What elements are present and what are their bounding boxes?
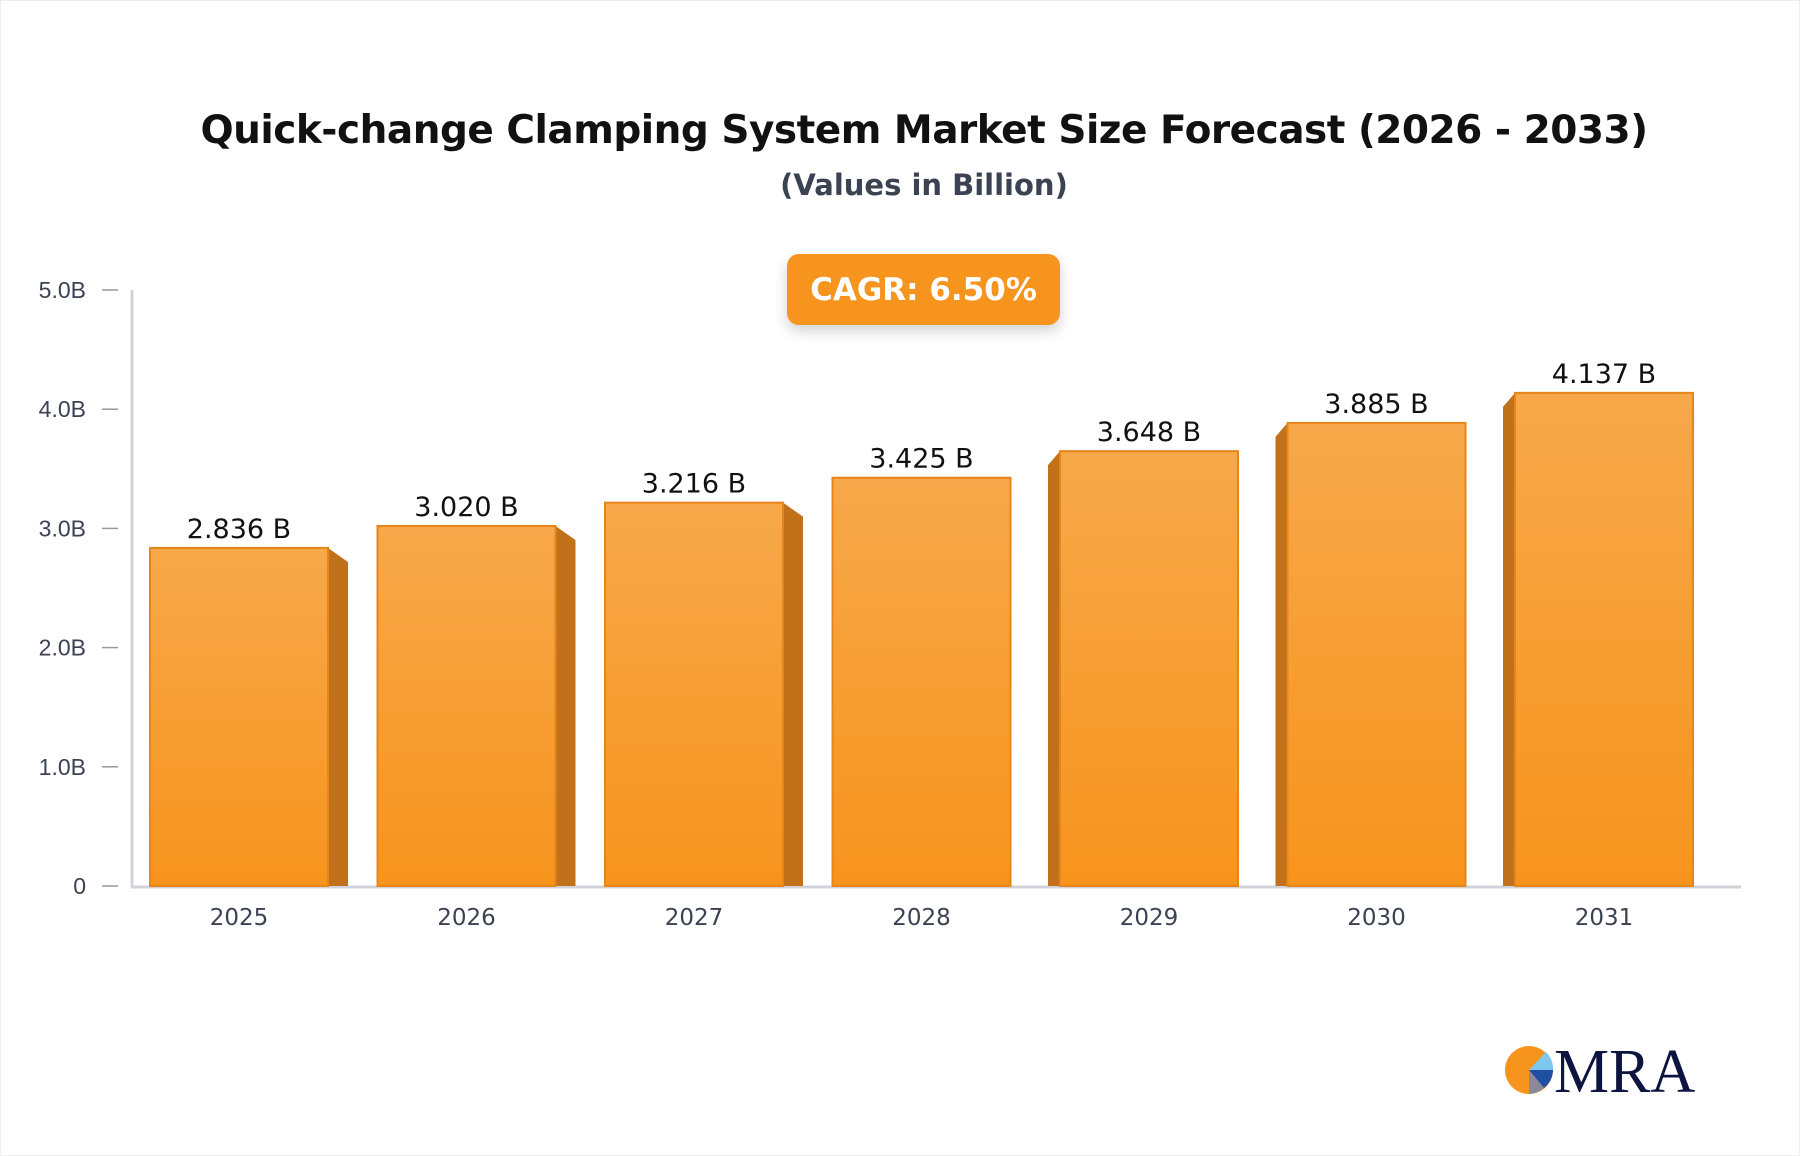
data-label: 3.216 B: [642, 469, 746, 500]
y-tick-label: 1.0B: [39, 754, 86, 780]
bar-2026: [376, 525, 557, 887]
y-tick-label: 4.0B: [39, 396, 86, 422]
bar-2031: [1514, 391, 1694, 887]
bar-side: [1503, 392, 1515, 886]
bar-2029: [1059, 450, 1239, 887]
bar-side: [555, 526, 576, 886]
bar-2030: [1286, 421, 1467, 887]
bar-2025: [149, 546, 329, 887]
x-tick-label: 2029: [1120, 905, 1179, 931]
chart-subtitle: (Values in Billion): [780, 168, 1068, 202]
x-tick-label: 2028: [892, 905, 951, 931]
x-tick-label: 2031: [1575, 905, 1634, 931]
logo-text: MRA: [1554, 1040, 1695, 1100]
bar-2028: [831, 476, 1012, 887]
bar-side: [328, 547, 348, 886]
data-label: 3.885 B: [1324, 389, 1428, 420]
x-tick-label: 2030: [1347, 905, 1406, 931]
data-label: 3.020 B: [414, 492, 518, 523]
y-tick-label: 3.0B: [39, 515, 86, 541]
y-tick-label: 0: [73, 873, 86, 899]
x-tick-label: 2026: [437, 905, 496, 931]
bar-side: [783, 502, 803, 886]
data-label: 2.836 B: [187, 514, 291, 545]
bar-side: [1048, 451, 1060, 886]
cagr-badge: CAGR: 6.50%: [787, 254, 1060, 325]
data-label: 3.425 B: [869, 444, 973, 475]
mra-logo: MRA: [1504, 1040, 1704, 1100]
chart-title: Quick-change Clamping System Market Size…: [200, 108, 1648, 153]
bar-2027: [604, 501, 784, 887]
x-tick-label: 2027: [665, 905, 724, 931]
bar-side: [1275, 422, 1288, 886]
data-label: 4.137 B: [1552, 359, 1656, 390]
y-tick-label: 5.0B: [39, 277, 86, 303]
data-label: 3.648 B: [1097, 417, 1201, 448]
x-tick-label: 2025: [210, 905, 269, 931]
y-tick-label: 2.0B: [39, 635, 86, 661]
